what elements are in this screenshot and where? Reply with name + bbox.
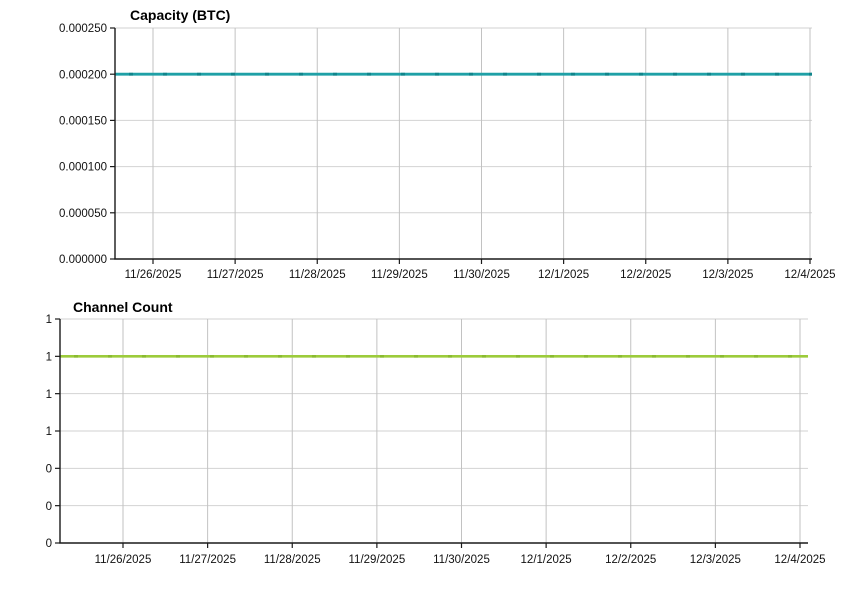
capacity-axes	[114, 28, 812, 260]
x-tick-labels: 11/26/2025 11/27/2025 11/28/2025 11/29/2025…	[95, 543, 826, 566]
channel-count-chart-title: Channel Count	[73, 299, 173, 315]
x-tick-label: 12/4/2025	[774, 554, 825, 566]
y-tick-label: 1	[46, 351, 52, 363]
x-tick-label: 11/27/2025	[207, 269, 264, 281]
y-tick-label: 0	[46, 538, 52, 550]
x-tick-label: 12/4/2025	[784, 269, 835, 281]
y-tick-label: 0.000000	[59, 254, 107, 266]
x-tick-labels: 11/26/2025 11/27/2025 11/28/2025 11/29/2025…	[125, 259, 836, 281]
x-tick-label: 11/28/2025	[289, 269, 346, 281]
x-tick-label: 11/29/2025	[349, 554, 406, 566]
x-tick-label: 12/3/2025	[702, 269, 753, 281]
x-tick-label: 11/30/2025	[453, 269, 510, 281]
y-tick-labels: 0.000000 0.000050 0.000100 0.000150 0.000200…	[59, 23, 115, 266]
x-tick-label: 11/27/2025	[179, 554, 236, 566]
y-tick-label: 0.000200	[59, 69, 107, 81]
x-tick-label: 11/26/2025	[125, 269, 182, 281]
y-tick-label: 0.000250	[59, 23, 107, 35]
y-tick-label: 0.000050	[59, 208, 107, 220]
gridlines	[115, 27, 812, 259]
x-tick-label: 11/29/2025	[371, 269, 428, 281]
x-tick-label: 12/1/2025	[538, 269, 589, 281]
x-tick-label: 12/2/2025	[620, 269, 671, 281]
channel-count-chart: Channel Count 0 0 0 1 1 1 1 11/26/2025 11/27/202…	[46, 299, 826, 566]
y-tick-label: 1	[46, 426, 52, 438]
capacity-btc-chart: Capacity (BTC) 0.0000000.0000500.0001000…	[59, 7, 836, 281]
x-tick-label: 12/1/2025	[521, 554, 572, 566]
y-tick-label: 1	[46, 389, 52, 401]
x-tick-label: 11/28/2025	[264, 554, 321, 566]
y-tick-label: 0.000150	[59, 116, 107, 128]
y-tick-label: 1	[46, 314, 52, 326]
y-tick-label: 0.000100	[59, 162, 107, 174]
y-tick-label: 0	[46, 463, 52, 475]
x-tick-label: 12/2/2025	[605, 554, 656, 566]
x-tick-label: 11/26/2025	[95, 554, 152, 566]
capacity-chart-title: Capacity (BTC)	[130, 7, 230, 23]
y-tick-labels: 0 0 0 1 1 1 1	[46, 314, 60, 550]
y-tick-label: 0	[46, 501, 52, 513]
x-tick-label: 11/30/2025	[433, 554, 490, 566]
gridlines	[60, 318, 808, 543]
x-tick-label: 12/3/2025	[690, 554, 741, 566]
